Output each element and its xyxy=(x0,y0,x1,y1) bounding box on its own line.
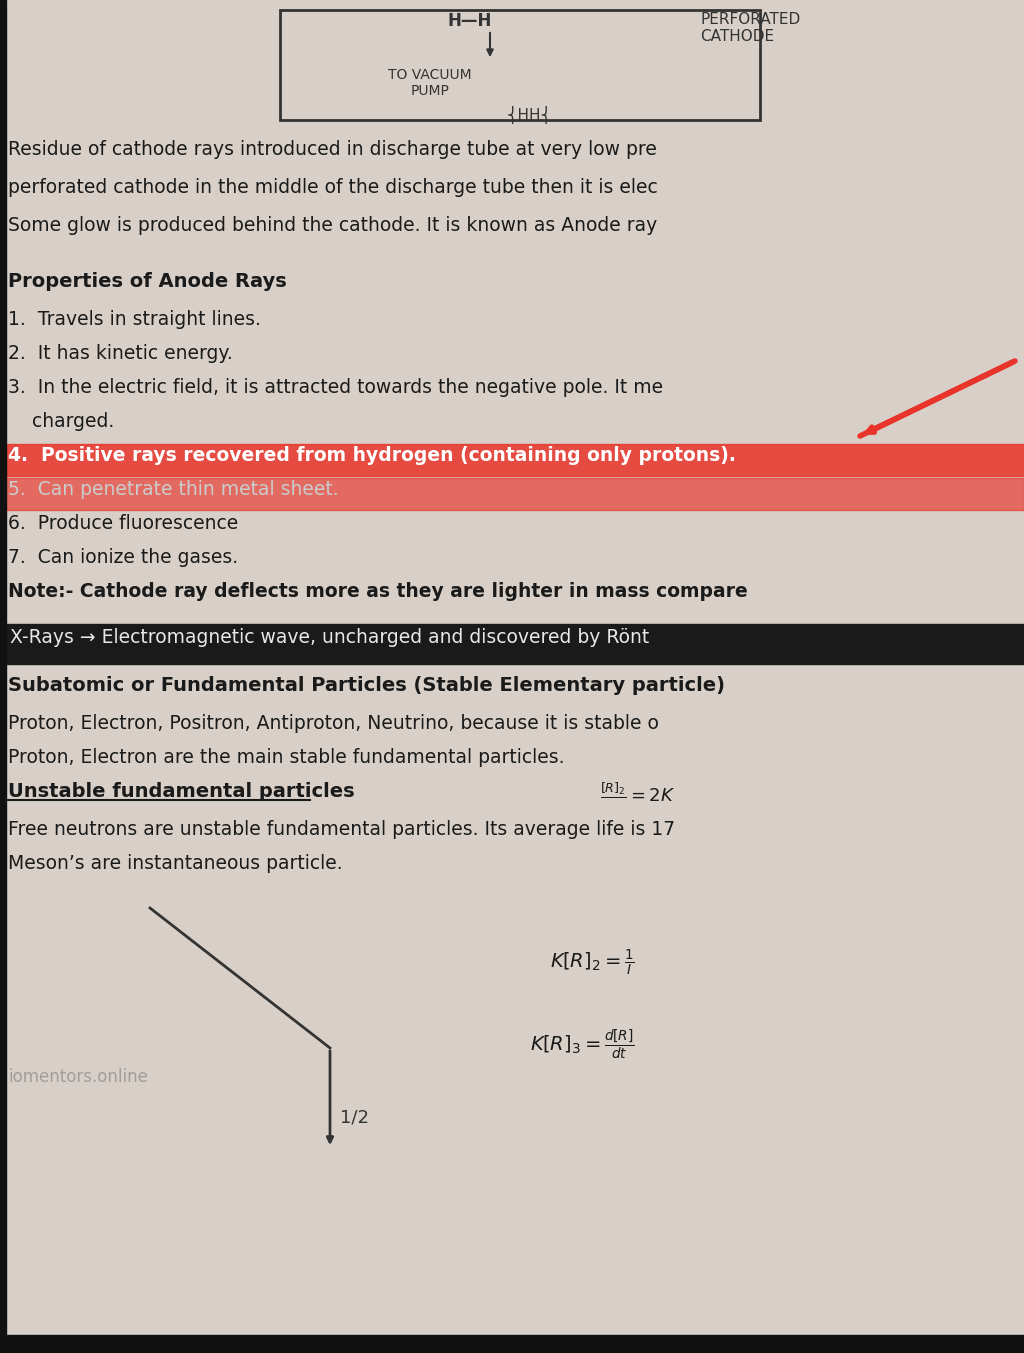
Text: X-Rays → Electromagnetic wave, uncharged and discovered by Rönt: X-Rays → Electromagnetic wave, uncharged… xyxy=(10,628,649,647)
Text: $\frac{[R]_2}{\ } = 2K$: $\frac{[R]_2}{\ } = 2K$ xyxy=(600,782,675,806)
Text: Free neutrons are unstable fundamental particles. Its average life is 17: Free neutrons are unstable fundamental p… xyxy=(8,820,675,839)
Text: 1.  Travels in straight lines.: 1. Travels in straight lines. xyxy=(8,310,261,329)
Text: charged.: charged. xyxy=(8,413,115,432)
Text: 6.  Produce fluorescence: 6. Produce fluorescence xyxy=(8,514,239,533)
Bar xyxy=(0,0,6,1353)
Text: 7.  Can ionize the gases.: 7. Can ionize the gases. xyxy=(8,548,239,567)
Text: Residue of cathode rays introduced in discharge tube at very low pre: Residue of cathode rays introduced in di… xyxy=(8,139,656,160)
Text: Unstable fundamental particles: Unstable fundamental particles xyxy=(8,782,354,801)
Text: perforated cathode in the middle of the discharge tube then it is elec: perforated cathode in the middle of the … xyxy=(8,179,657,198)
Text: 1/2: 1/2 xyxy=(340,1108,369,1126)
Text: PERFORATED
CATHODE: PERFORATED CATHODE xyxy=(700,12,800,45)
Bar xyxy=(0,444,1024,476)
Bar xyxy=(0,1335,1024,1353)
Bar xyxy=(0,624,1024,664)
Text: 3.  In the electric field, it is attracted towards the negative pole. It me: 3. In the electric field, it is attracte… xyxy=(8,377,664,396)
Text: Proton, Electron, Positron, Antiproton, Neutrino, because it is stable o: Proton, Electron, Positron, Antiproton, … xyxy=(8,714,658,733)
Text: Proton, Electron are the main stable fundamental particles.: Proton, Electron are the main stable fun… xyxy=(8,748,564,767)
Text: Properties of Anode Rays: Properties of Anode Rays xyxy=(8,272,287,291)
Text: ⎨HH⎨: ⎨HH⎨ xyxy=(507,106,553,123)
Text: 5.  Can penetrate thin metal sheet.: 5. Can penetrate thin metal sheet. xyxy=(8,480,339,499)
Text: iomentors.online: iomentors.online xyxy=(8,1068,147,1086)
Text: Meson’s are instantaneous particle.: Meson’s are instantaneous particle. xyxy=(8,854,343,873)
Text: H—H: H—H xyxy=(447,12,493,30)
Bar xyxy=(0,478,1024,510)
Text: 4.  Positive rays recovered from hydrogen (containing only protons).: 4. Positive rays recovered from hydrogen… xyxy=(8,446,736,465)
Text: Subatomic or Fundamental Particles (Stable Elementary particle): Subatomic or Fundamental Particles (Stab… xyxy=(8,676,725,695)
Text: $K[R]_3 = \frac{d[R]}{dt}$: $K[R]_3 = \frac{d[R]}{dt}$ xyxy=(530,1028,635,1062)
Text: TO VACUUM
PUMP: TO VACUUM PUMP xyxy=(388,68,472,99)
Text: $K[R]_2 = \frac{1}{I}$: $K[R]_2 = \frac{1}{I}$ xyxy=(550,948,635,978)
Text: 2.  It has kinetic energy.: 2. It has kinetic energy. xyxy=(8,344,232,363)
Text: Note:- Cathode ray deflects more as they are lighter in mass compare: Note:- Cathode ray deflects more as they… xyxy=(8,582,748,601)
Text: Some glow is produced behind the cathode. It is known as Anode ray: Some glow is produced behind the cathode… xyxy=(8,216,657,235)
